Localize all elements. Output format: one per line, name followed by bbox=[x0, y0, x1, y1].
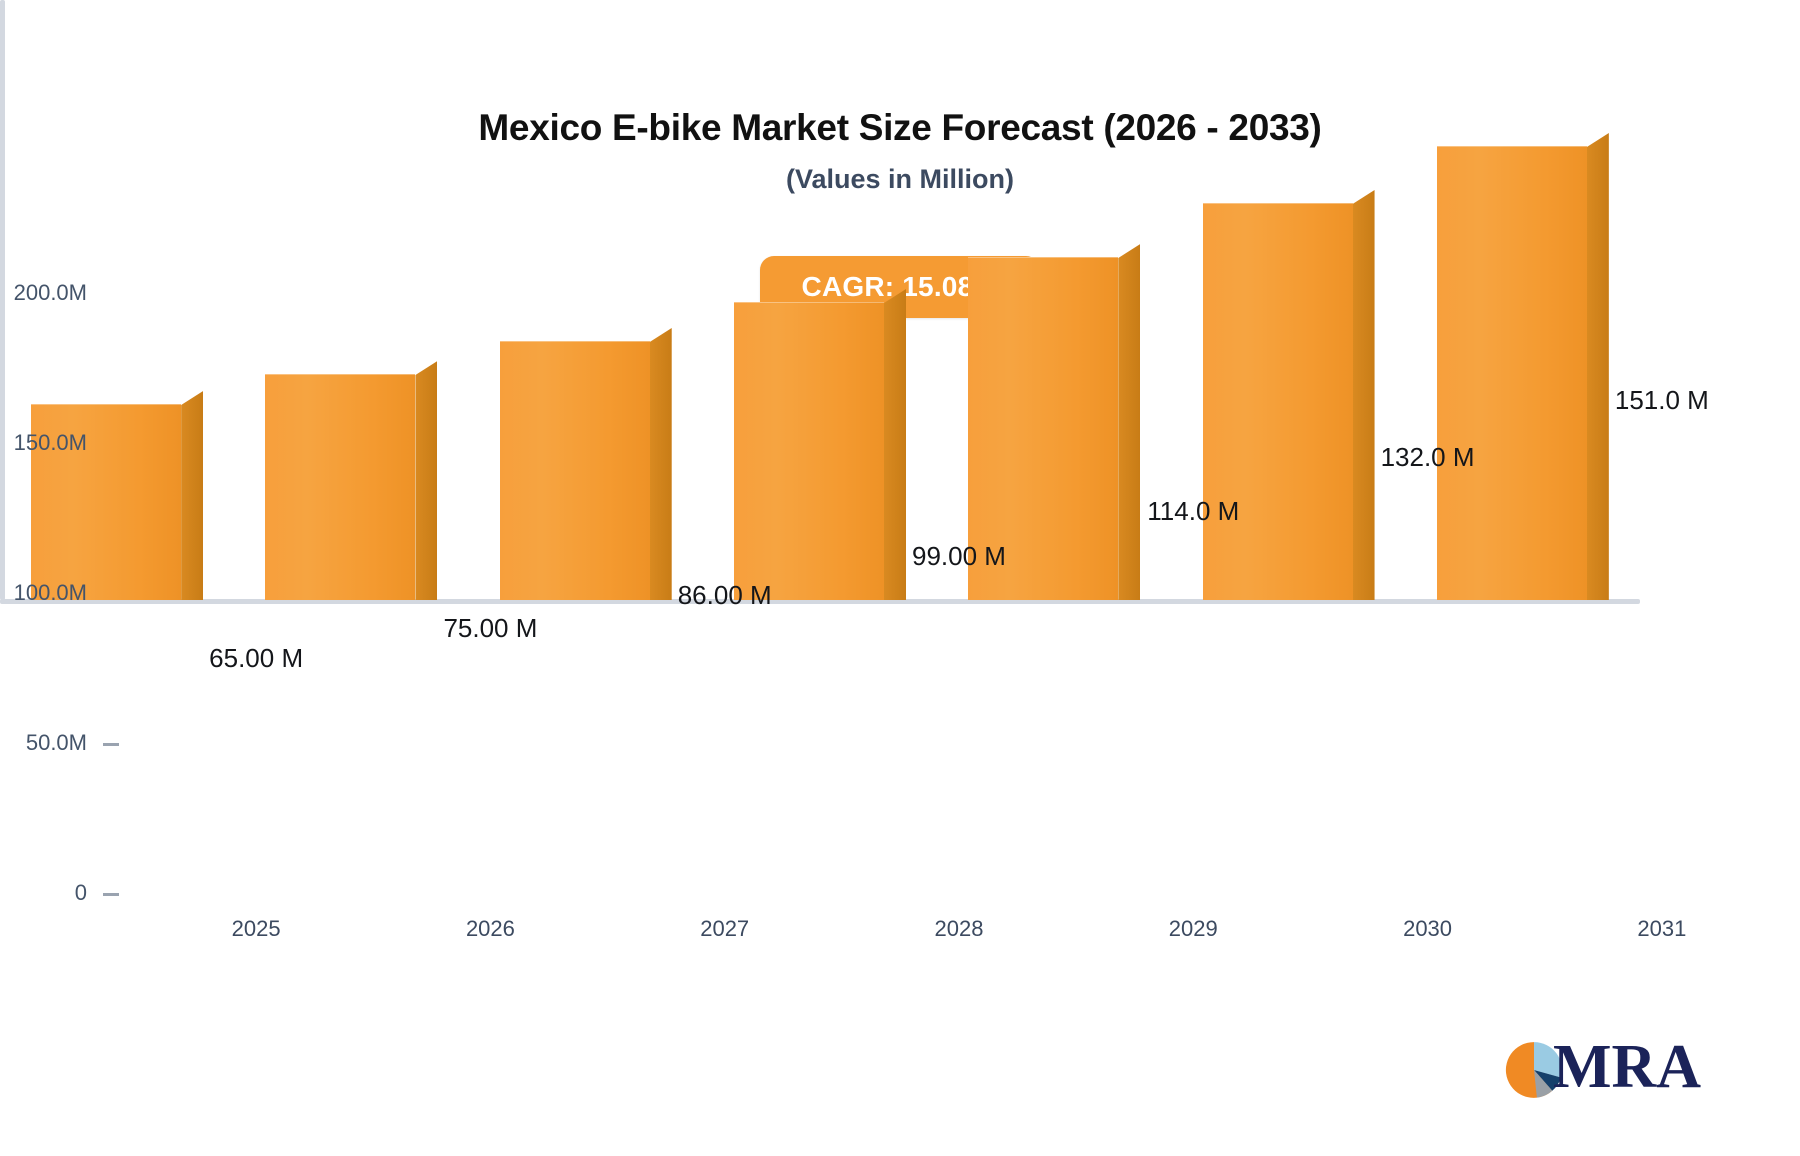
bar-front-face bbox=[734, 302, 884, 600]
y-axis-tick-label: 100.0M bbox=[13, 580, 87, 605]
bar[interactable] bbox=[265, 361, 438, 600]
bar-side-face bbox=[415, 361, 438, 600]
bar-front-face bbox=[265, 374, 416, 600]
pie-chart-logo-mark-icon bbox=[1505, 1042, 1563, 1098]
bar-value-label: 132.0 M bbox=[1380, 442, 1475, 472]
bar-front-face bbox=[1436, 146, 1587, 600]
y-axis-tick-label: 200.0M bbox=[13, 280, 87, 305]
y-axis-tick-label: 50.0M bbox=[25, 730, 87, 755]
y-axis-tick-mark bbox=[103, 743, 119, 746]
x-axis-tick-label: 2028 bbox=[934, 916, 984, 941]
x-axis-tick-label: 2027 bbox=[700, 916, 750, 941]
bar-side-face bbox=[1352, 190, 1375, 600]
bar-front-face bbox=[31, 404, 182, 600]
bar-value-label: 99.00 M bbox=[912, 541, 1006, 571]
title-block: Mexico E-bike Market Size Forecast (2026… bbox=[0, 107, 1800, 194]
bar[interactable] bbox=[1436, 133, 1609, 600]
x-axis-tick-label: 2029 bbox=[1168, 916, 1218, 941]
bar-side-face bbox=[1118, 244, 1141, 600]
bar[interactable] bbox=[499, 328, 672, 600]
y-axis-tick-label: 150.0M bbox=[13, 430, 87, 455]
chart-subtitle: (Values in Million) bbox=[785, 163, 1015, 194]
bar[interactable] bbox=[31, 391, 204, 600]
x-axis-tick-label: 2026 bbox=[465, 916, 515, 941]
bar-value-label: 114.0 M bbox=[1147, 496, 1240, 526]
bar-side-face bbox=[181, 391, 204, 600]
bar-value-label: 86.00 M bbox=[677, 580, 772, 610]
y-axis-tick-mark bbox=[103, 893, 119, 896]
bar-side-face bbox=[1586, 133, 1609, 600]
mra-logo: MRA bbox=[1505, 1033, 1710, 1107]
logo-text: MRA bbox=[1553, 1033, 1702, 1101]
x-axis-tick-label: 2025 bbox=[231, 916, 281, 941]
bar[interactable] bbox=[968, 244, 1141, 600]
bar-front-face bbox=[499, 341, 650, 600]
bars-layer bbox=[0, 0, 1640, 600]
y-axis-tick-label: 0 bbox=[74, 880, 87, 905]
bar-side-face bbox=[884, 289, 906, 600]
chart-title: Mexico E-bike Market Size Forecast (2026… bbox=[478, 107, 1322, 148]
bar[interactable] bbox=[1202, 190, 1375, 600]
bar-front-face bbox=[968, 257, 1119, 600]
bar-value-label: 65.00 M bbox=[209, 643, 304, 673]
x-axis-line bbox=[0, 599, 1640, 604]
x-axis-tick-label: 2030 bbox=[1403, 916, 1453, 941]
bar-side-face bbox=[649, 328, 672, 600]
bar-value-label: 151.0 M bbox=[1614, 385, 1709, 415]
x-axis-tick-label: 2031 bbox=[1637, 916, 1687, 941]
y-axis-line bbox=[0, 0, 5, 600]
bar-value-label: 75.00 M bbox=[443, 613, 538, 643]
bar[interactable] bbox=[734, 289, 906, 600]
bar-front-face bbox=[1202, 203, 1353, 600]
